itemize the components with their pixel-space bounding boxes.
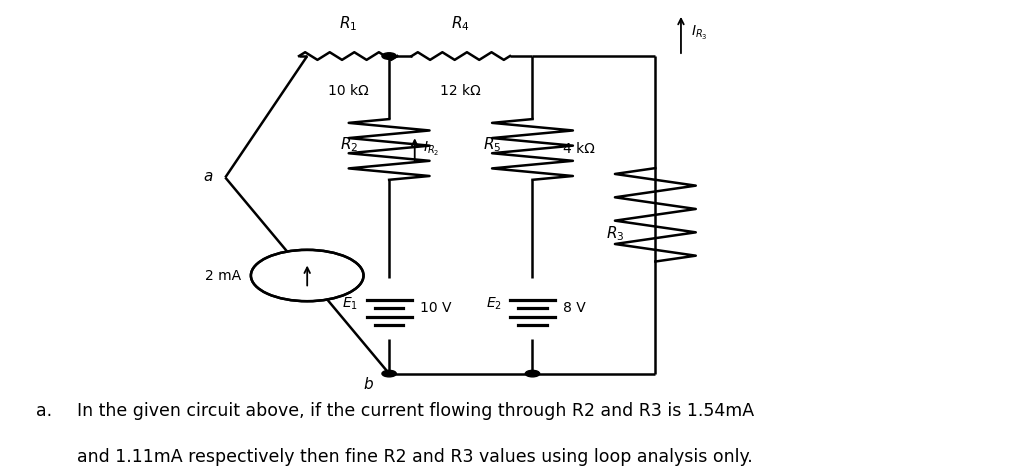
Text: 10 kΩ: 10 kΩ bbox=[328, 84, 369, 98]
Circle shape bbox=[382, 53, 396, 59]
Text: $R_2$: $R_2$ bbox=[340, 135, 358, 154]
Text: $R_5$: $R_5$ bbox=[483, 135, 502, 154]
Text: 8 V: 8 V bbox=[563, 301, 586, 315]
Text: $R_4$: $R_4$ bbox=[452, 14, 470, 33]
Text: In the given circuit above, if the current flowing through R2 and R3 is 1.54mA: In the given circuit above, if the curre… bbox=[77, 402, 754, 420]
Text: 12 kΩ: 12 kΩ bbox=[440, 84, 481, 98]
Circle shape bbox=[251, 250, 364, 301]
Text: $E_2$: $E_2$ bbox=[485, 295, 502, 312]
Text: a.: a. bbox=[36, 402, 52, 420]
Text: 4 kΩ: 4 kΩ bbox=[563, 142, 595, 156]
Text: $I_{R_3}$: $I_{R_3}$ bbox=[691, 24, 708, 42]
Text: and 1.11mA respectively then fine R2 and R3 values using loop analysis only.: and 1.11mA respectively then fine R2 and… bbox=[77, 448, 753, 467]
Text: $R_3$: $R_3$ bbox=[606, 224, 625, 243]
Text: 10 V: 10 V bbox=[420, 301, 452, 315]
Text: 2 mA: 2 mA bbox=[205, 269, 241, 283]
Circle shape bbox=[382, 370, 396, 377]
Text: $a$: $a$ bbox=[203, 170, 213, 184]
Text: $I_{R_2}$: $I_{R_2}$ bbox=[423, 141, 439, 158]
Text: $b$: $b$ bbox=[362, 376, 374, 392]
Text: $R_1$: $R_1$ bbox=[339, 14, 357, 33]
Text: $E_1$: $E_1$ bbox=[342, 295, 358, 312]
Circle shape bbox=[525, 370, 540, 377]
